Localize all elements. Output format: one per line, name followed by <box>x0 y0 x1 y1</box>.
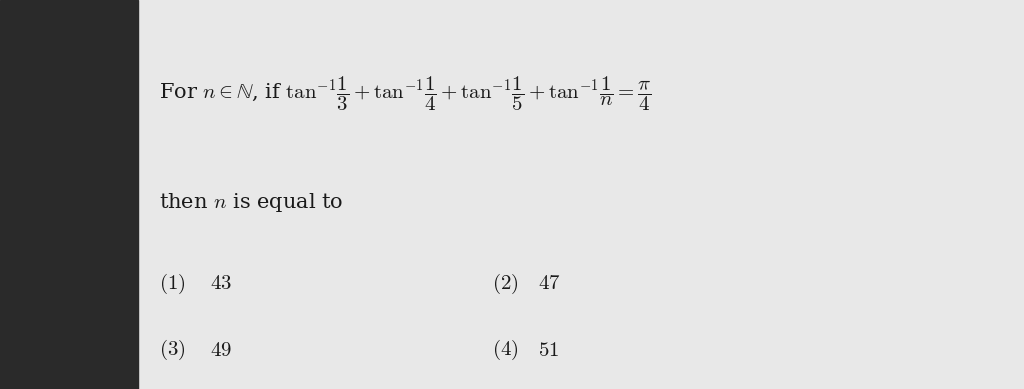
Text: $(3)$: $(3)$ <box>159 338 185 362</box>
Text: $47$: $47$ <box>538 275 560 293</box>
Text: $43$: $43$ <box>210 275 231 293</box>
Text: then $n$ is equal to: then $n$ is equal to <box>159 191 343 214</box>
Text: $(4)$: $(4)$ <box>492 338 518 362</box>
Text: $(2)$: $(2)$ <box>492 272 518 296</box>
Text: $(1)$: $(1)$ <box>159 272 185 296</box>
Text: $49$: $49$ <box>210 341 231 359</box>
Bar <box>0 0 138 389</box>
Text: For $n\in\mathbb{N}$, if $\tan^{-1}\!\dfrac{1}{3}+\tan^{-1}\!\dfrac{1}{4}+\tan^{: For $n\in\mathbb{N}$, if $\tan^{-1}\!\df… <box>159 74 651 112</box>
Text: $51$: $51$ <box>538 341 559 359</box>
